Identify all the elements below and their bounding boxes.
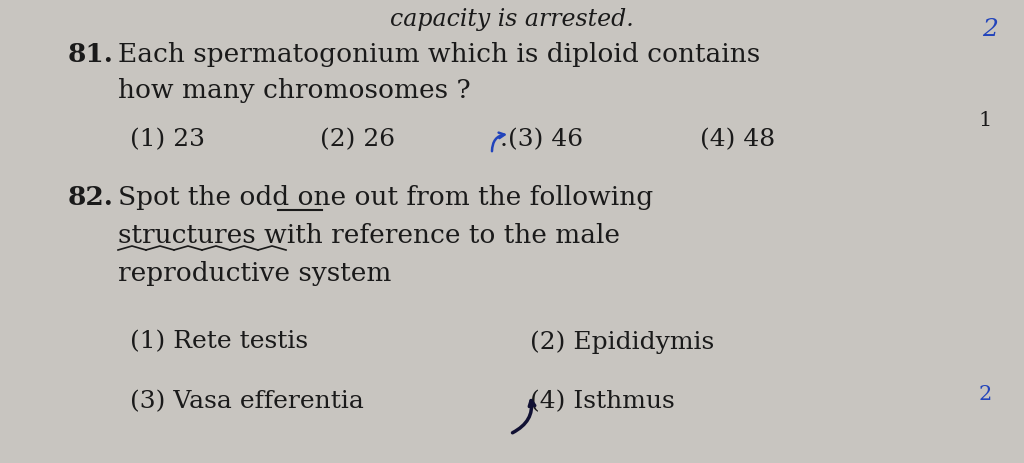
Text: Each spermatogonium which is diploid contains: Each spermatogonium which is diploid con… bbox=[118, 42, 760, 67]
Text: 82.: 82. bbox=[68, 185, 114, 210]
Text: 2: 2 bbox=[982, 18, 998, 41]
Text: capacity is arrested.: capacity is arrested. bbox=[390, 8, 634, 31]
Text: 1: 1 bbox=[978, 110, 991, 129]
Text: reproductive system: reproductive system bbox=[118, 260, 391, 285]
Text: (4) 48: (4) 48 bbox=[700, 128, 775, 150]
Text: (4) Isthmus: (4) Isthmus bbox=[530, 389, 675, 412]
Text: Spot the odd one out from the following: Spot the odd one out from the following bbox=[118, 185, 653, 210]
Text: 2: 2 bbox=[978, 385, 991, 404]
Text: (2) Epididymis: (2) Epididymis bbox=[530, 329, 715, 353]
Text: structures with reference to the male: structures with reference to the male bbox=[118, 223, 620, 247]
Text: .(3) 46: .(3) 46 bbox=[500, 128, 583, 150]
Text: (1) Rete testis: (1) Rete testis bbox=[130, 329, 308, 352]
Text: how many chromosomes ?: how many chromosomes ? bbox=[118, 78, 471, 103]
Text: (1) 23: (1) 23 bbox=[130, 128, 205, 150]
Text: (2) 26: (2) 26 bbox=[319, 128, 395, 150]
Text: (3) Vasa efferentia: (3) Vasa efferentia bbox=[130, 389, 364, 412]
Text: 81.: 81. bbox=[68, 42, 114, 67]
